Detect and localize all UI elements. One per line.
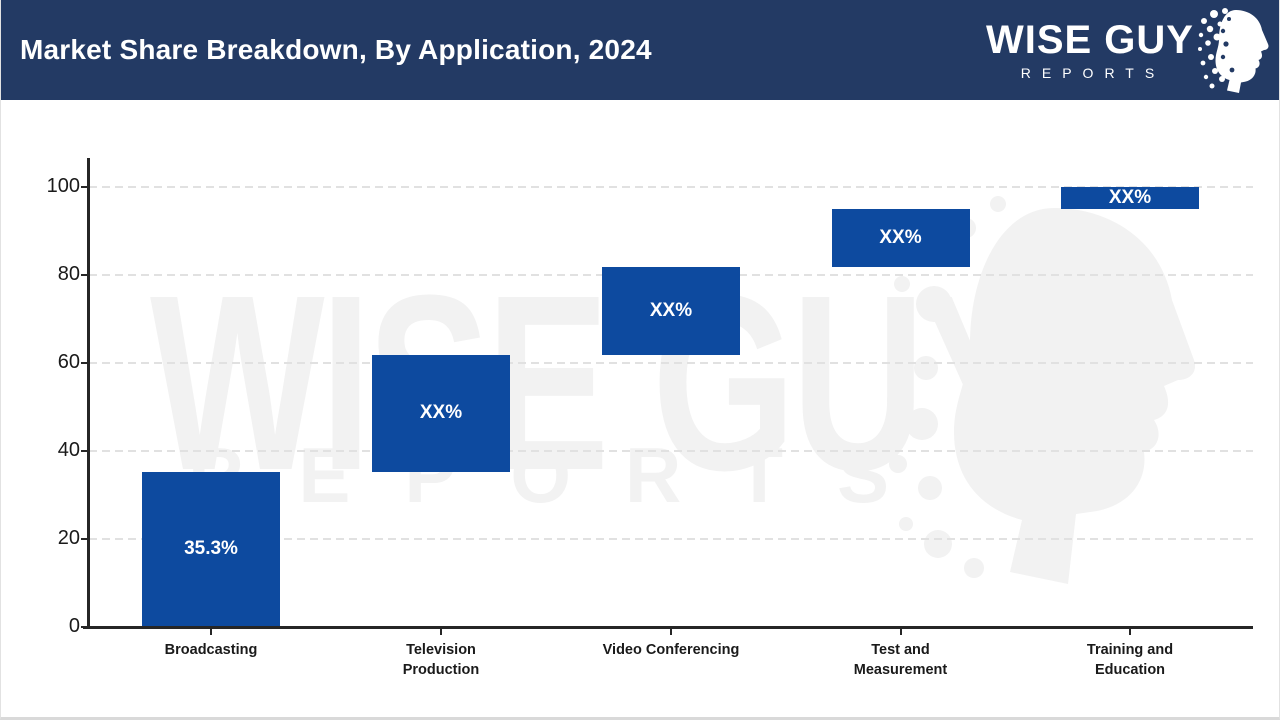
logo-reports-text: REPORTS <box>1020 64 1166 81</box>
wise-guy-reports-logo: WISE GUY REPORTS <box>986 7 1270 93</box>
logo-head-icon <box>1198 8 1269 93</box>
chart-title: Market Share Breakdown, By Application, … <box>20 34 652 65</box>
gridline-y-40 <box>89 450 1253 452</box>
bar-value-label: XX% <box>879 227 922 249</box>
y-tick-label-60: 60 <box>57 351 80 373</box>
bar-broadcasting: 35.3% <box>142 471 280 627</box>
y-tick-100 <box>81 186 88 188</box>
y-tick-label-0: 0 <box>68 615 80 637</box>
gridline-y-60 <box>89 362 1253 364</box>
logo-wiseguy-text: WISE GUY <box>985 17 1194 62</box>
y-axis-line <box>87 158 90 629</box>
y-tick-0 <box>81 626 88 628</box>
bar-video-conferencing: XX% <box>602 267 740 356</box>
x-tick-1 <box>210 628 212 635</box>
y-tick-20 <box>81 538 88 540</box>
x-category-label-line: Television <box>406 642 476 658</box>
x-category-label-line: Video Conferencing <box>602 642 740 658</box>
x-category-label-line: Training and <box>1086 642 1174 658</box>
y-tick-label-80: 80 <box>57 263 80 285</box>
watermark-text-reports: REPORTS <box>188 431 944 519</box>
x-tick-4 <box>899 628 902 635</box>
bar-test-and-measurement: XX% <box>831 209 970 268</box>
y-tick-label-40: 40 <box>57 439 80 461</box>
y-tick-label-100: 100 <box>46 175 80 197</box>
x-category-label-line: Test and <box>871 642 930 658</box>
x-category-label: Television Production <box>336 640 546 680</box>
bar-television-production: XX% <box>372 355 510 472</box>
bar-value-label: XX% <box>649 300 693 322</box>
header-banner: Market Share Breakdown, By Application, … <box>0 0 1280 100</box>
logo-text: WISE GUY REPORTS <box>986 20 1194 81</box>
bar-value-label: XX% <box>419 402 463 424</box>
watermark-head-graphic <box>887 196 1196 584</box>
gridline-y-100 <box>89 186 1253 188</box>
x-tick-3 <box>670 628 672 635</box>
x-category-label: Broadcasting <box>106 640 316 660</box>
x-category-label: Test and Measurement <box>796 640 1006 680</box>
gridline-y-20 <box>89 538 1253 540</box>
x-category-label: Training and Education <box>1025 640 1235 680</box>
x-axis-line <box>83 626 1253 629</box>
x-category-label-line: Education <box>1094 662 1166 678</box>
x-category-label-line: Measurement <box>853 662 948 678</box>
x-category-label: Video Conferencing <box>566 640 776 660</box>
x-tick-5 <box>1129 628 1131 635</box>
x-category-label-line: Broadcasting <box>164 642 258 658</box>
y-tick-40 <box>81 450 88 452</box>
x-tick-2 <box>440 628 442 635</box>
bar-training-and-education: XX% <box>1061 187 1199 210</box>
bar-value-label: XX% <box>1108 187 1152 209</box>
bar-value-label: 35.3% <box>184 538 238 560</box>
y-tick-60 <box>81 362 88 364</box>
x-category-label-line: Production <box>402 662 480 678</box>
y-tick-80 <box>81 274 88 276</box>
y-tick-label-20: 20 <box>57 527 80 549</box>
